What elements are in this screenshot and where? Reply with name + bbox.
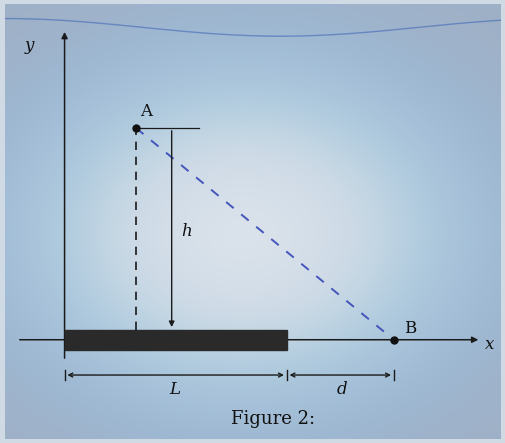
Bar <box>65 330 286 350</box>
Text: h: h <box>181 223 192 240</box>
Text: x: x <box>484 335 493 353</box>
Text: A: A <box>140 103 152 120</box>
Text: y: y <box>25 37 34 54</box>
Text: d: d <box>336 381 346 398</box>
Text: L: L <box>169 381 180 398</box>
Text: Figure 2:: Figure 2: <box>230 411 314 428</box>
Text: B: B <box>403 320 415 337</box>
